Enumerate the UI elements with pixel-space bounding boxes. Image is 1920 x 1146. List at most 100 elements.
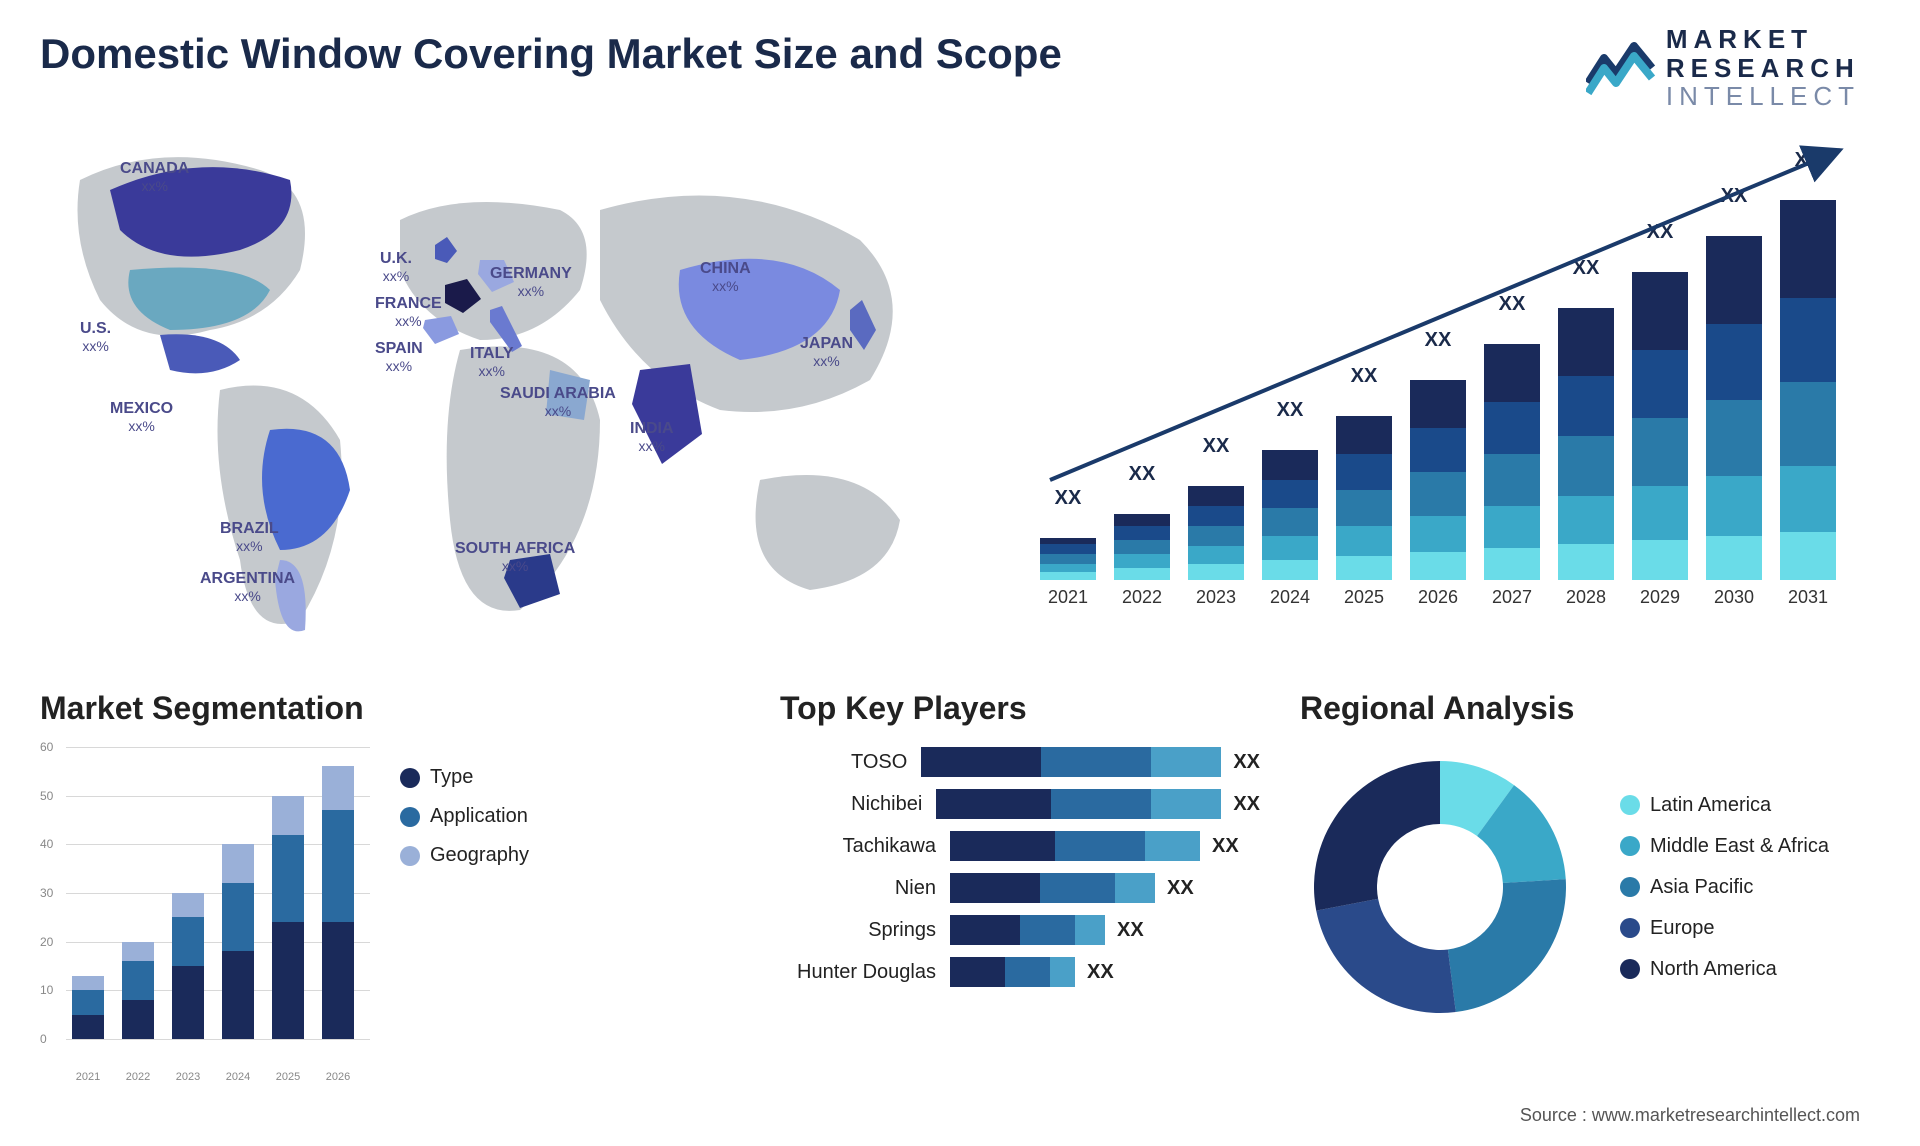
bar-value-label: XX (1706, 185, 1762, 208)
map-label: JAPANxx% (800, 335, 853, 370)
bar-column (1410, 380, 1466, 580)
player-row: TOSO XX (780, 747, 1260, 777)
map-label: SPAINxx% (375, 340, 423, 375)
regional-donut-chart (1300, 747, 1580, 1027)
segmentation-title: Market Segmentation (40, 690, 600, 727)
seg-bar-column (272, 796, 304, 1039)
bar-x-label: 2027 (1484, 587, 1540, 608)
logo-line2: RESEARCH (1666, 54, 1860, 83)
map-label: SOUTH AFRICAxx% (455, 540, 575, 575)
bar-value-label: XX (1336, 365, 1392, 388)
bar-column (1558, 308, 1614, 580)
map-label: GERMANYxx% (490, 265, 572, 300)
players-hbar-chart: TOSOXXNichibeiXXTachikawaXXNienXXSprings… (780, 747, 1260, 987)
bar-column (1040, 538, 1096, 580)
donut-slice (1316, 899, 1456, 1013)
bar-x-label: 2028 (1558, 587, 1614, 608)
logo-line3: INTELLECT (1666, 82, 1860, 111)
map-label: CANADAxx% (120, 160, 189, 195)
bar-column (1336, 416, 1392, 580)
bar-column (1632, 272, 1688, 580)
segmentation-legend: Type Application Geography (400, 750, 529, 883)
player-value: XX (1167, 877, 1194, 900)
world-map: CANADAxx% U.S.xx% MEXICOxx% BRAZILxx% ARGENT… (40, 120, 960, 660)
bar-value-label: XX (1114, 463, 1170, 486)
bar-value-label: XX (1484, 293, 1540, 316)
bar-column (1484, 344, 1540, 580)
bar-x-label: 2026 (1410, 587, 1466, 608)
brand-logo: MARKET RESEARCH INTELLECT (1586, 25, 1860, 111)
regional-title: Regional Analysis (1300, 690, 1880, 727)
legend-item: Asia Pacific (1620, 876, 1829, 899)
player-value: XX (1117, 919, 1144, 942)
bar-value-label: XX (1188, 435, 1244, 458)
bar-x-label: 2025 (1336, 587, 1392, 608)
bar-x-label: 2031 (1780, 587, 1836, 608)
seg-bar-column (72, 976, 104, 1039)
market-size-bar-chart: XX 2021 XX 2022 XX 2023 XX 2024 XX 2025 XX 2026 XX 20… (1040, 140, 1860, 620)
map-label: U.S.xx% (80, 320, 111, 355)
bar-value-label: XX (1040, 487, 1096, 510)
seg-bar-column (122, 942, 154, 1039)
player-value: XX (1212, 835, 1239, 858)
map-label: INDIAxx% (630, 420, 674, 455)
player-row: Nichibei XX (780, 789, 1260, 819)
segmentation-bar-chart: 0102030405060202120222023202420252026 (40, 747, 370, 1067)
top-key-players-section: Top Key Players TOSOXXNichibeiXXTachikaw… (780, 690, 1260, 999)
donut-slice (1448, 879, 1566, 1012)
bar-x-label: 2022 (1114, 587, 1170, 608)
bar-value-label: XX (1632, 221, 1688, 244)
bar-column (1188, 486, 1244, 580)
player-name: Nien (780, 877, 950, 900)
bar-value-label: XX (1780, 149, 1836, 172)
logo-mark-icon (1586, 38, 1656, 98)
player-row: Nien XX (780, 873, 1260, 903)
page-title: Domestic Window Covering Market Size and… (40, 30, 1062, 78)
bar-x-label: 2030 (1706, 587, 1762, 608)
bar-column (1706, 236, 1762, 580)
legend-item: Latin America (1620, 794, 1829, 817)
legend-item: Middle East & Africa (1620, 835, 1829, 858)
bar-x-label: 2024 (1262, 587, 1318, 608)
bar-value-label: XX (1410, 329, 1466, 352)
bar-column (1262, 450, 1318, 580)
seg-bar-column (222, 844, 254, 1039)
bar-column (1114, 514, 1170, 580)
bar-column (1780, 200, 1836, 580)
legend-item: Type (400, 766, 529, 789)
seg-bar-column (172, 893, 204, 1039)
player-name: Hunter Douglas (780, 961, 950, 984)
player-value: XX (1233, 793, 1260, 816)
map-label: MEXICOxx% (110, 400, 173, 435)
player-name: Nichibei (780, 793, 936, 816)
map-label: ARGENTINAxx% (200, 570, 295, 605)
legend-item: Application (400, 805, 529, 828)
players-title: Top Key Players (780, 690, 1260, 727)
logo-line1: MARKET (1666, 25, 1860, 54)
player-name: Springs (780, 919, 950, 942)
seg-bar-column (322, 766, 354, 1039)
map-label: ITALYxx% (470, 345, 514, 380)
bar-x-label: 2023 (1188, 587, 1244, 608)
map-label: SAUDI ARABIAxx% (500, 385, 616, 420)
player-row: Hunter Douglas XX (780, 957, 1260, 987)
regional-legend: Latin America Middle East & Africa Asia Pa… (1620, 776, 1829, 999)
map-label: U.K.xx% (380, 250, 412, 285)
map-label: CHINAxx% (700, 260, 751, 295)
legend-item: Europe (1620, 917, 1829, 940)
source-attribution: Source : www.marketresearchintellect.com (1520, 1105, 1860, 1126)
donut-slice (1314, 761, 1440, 911)
player-row: TachikawaXX (780, 831, 1260, 861)
bar-value-label: XX (1558, 257, 1614, 280)
map-label: BRAZILxx% (220, 520, 279, 555)
bar-value-label: XX (1262, 399, 1318, 422)
player-row: Springs XX (780, 915, 1260, 945)
bar-x-label: 2021 (1040, 587, 1096, 608)
legend-item: Geography (400, 844, 529, 867)
player-value: XX (1087, 961, 1114, 984)
player-name: TOSO (780, 751, 921, 774)
legend-item: North America (1620, 958, 1829, 981)
player-value: XX (1233, 751, 1260, 774)
map-label: FRANCExx% (375, 295, 442, 330)
bar-x-label: 2029 (1632, 587, 1688, 608)
